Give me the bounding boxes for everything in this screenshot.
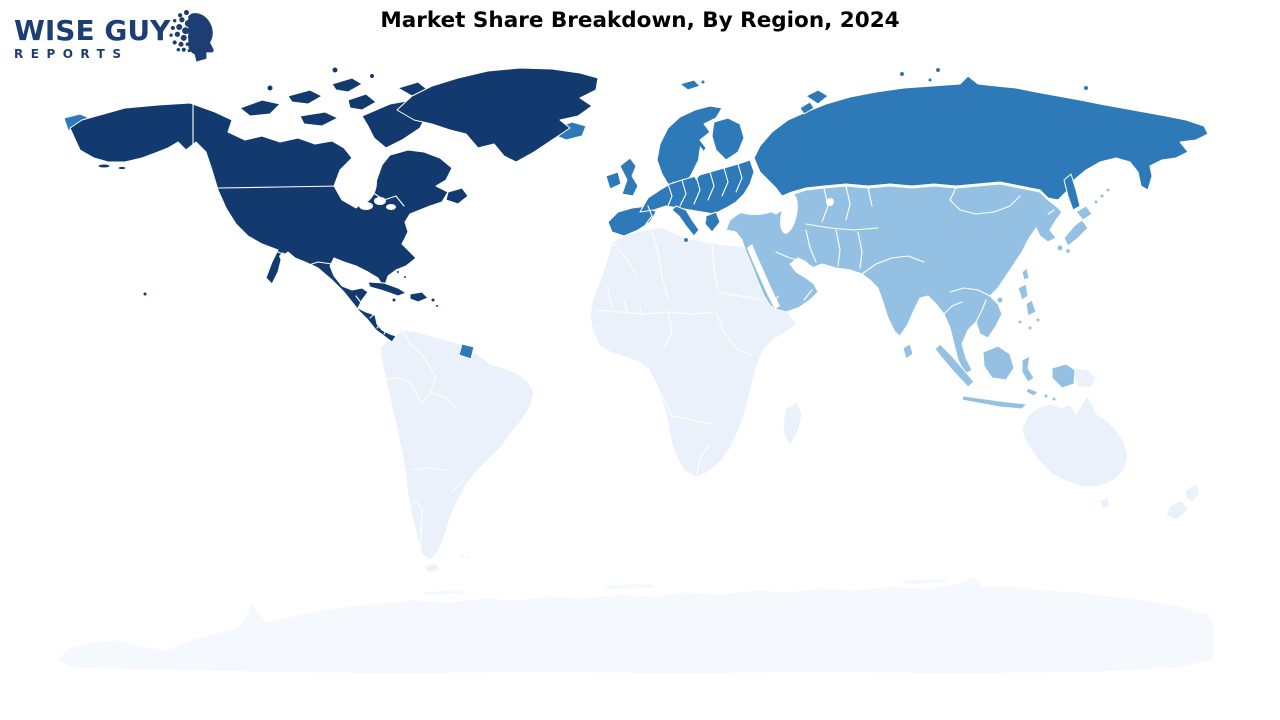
red-sea: [747, 244, 780, 309]
south-america: [379, 329, 535, 561]
black-sea: [734, 199, 776, 215]
region-europe: [63, 67, 1209, 360]
russia: [753, 75, 1209, 201]
taiwan: [1021, 267, 1030, 281]
tasmania: [1099, 497, 1111, 510]
hudson-bay: [339, 159, 377, 205]
novaya-zemlya: [805, 89, 829, 105]
australia: [1021, 395, 1129, 488]
philippines: [1017, 283, 1029, 301]
region-rest-of-world: [379, 226, 1201, 573]
sakhalin: [1063, 173, 1081, 211]
iberia: [607, 205, 657, 237]
french-guiana: [458, 343, 475, 360]
region-antarctica: [55, 575, 1215, 675]
aleutians: [97, 163, 111, 169]
hawaii: [142, 291, 148, 297]
ireland: [605, 171, 622, 190]
great-lakes: [345, 196, 359, 204]
japan-honshu: [1063, 219, 1089, 247]
sri-lanka: [902, 343, 914, 360]
asia-mainland: [725, 183, 1063, 375]
chart-title: Market Share Breakdown, By Region, 2024: [380, 8, 900, 33]
cuba: [367, 281, 407, 297]
north-america-mainland: [69, 102, 453, 343]
baltic-sea: [692, 146, 708, 180]
hainan: [996, 296, 1004, 304]
svalbard: [679, 79, 701, 91]
new-zealand-north: [1184, 483, 1201, 503]
region-asia-pacific: [725, 183, 1111, 410]
region-north-america: [69, 66, 599, 343]
logo: WISE GUY REPORTS: [14, 8, 220, 66]
country-borders: [192, 103, 1055, 557]
greenland: [396, 67, 599, 163]
papua-new-guinea: [1073, 367, 1097, 389]
logo-wordmark: WISE GUY: [14, 14, 171, 47]
west-new-guinea: [1051, 363, 1076, 389]
finland: [711, 117, 745, 161]
logo-subtext: REPORTS: [14, 47, 129, 61]
logo-head-icon: [169, 9, 215, 62]
borneo: [982, 345, 1015, 381]
java: [961, 395, 1028, 410]
greece: [704, 211, 721, 233]
persian-gulf: [796, 260, 818, 276]
madagascar: [782, 401, 803, 447]
italy: [671, 205, 700, 237]
sulawesi: [1021, 355, 1035, 383]
new-zealand-south: [1165, 499, 1189, 521]
japan-hokkaido: [1075, 205, 1093, 221]
hispaniola: [409, 291, 429, 303]
timor: [1025, 387, 1039, 397]
caspian-sea: [780, 194, 798, 234]
great-britain: [619, 157, 639, 197]
newfoundland: [445, 187, 469, 205]
sicily: [683, 237, 689, 243]
gulf-of-california: [279, 252, 296, 282]
sumatra: [934, 343, 975, 388]
water-overlays: [279, 146, 834, 309]
